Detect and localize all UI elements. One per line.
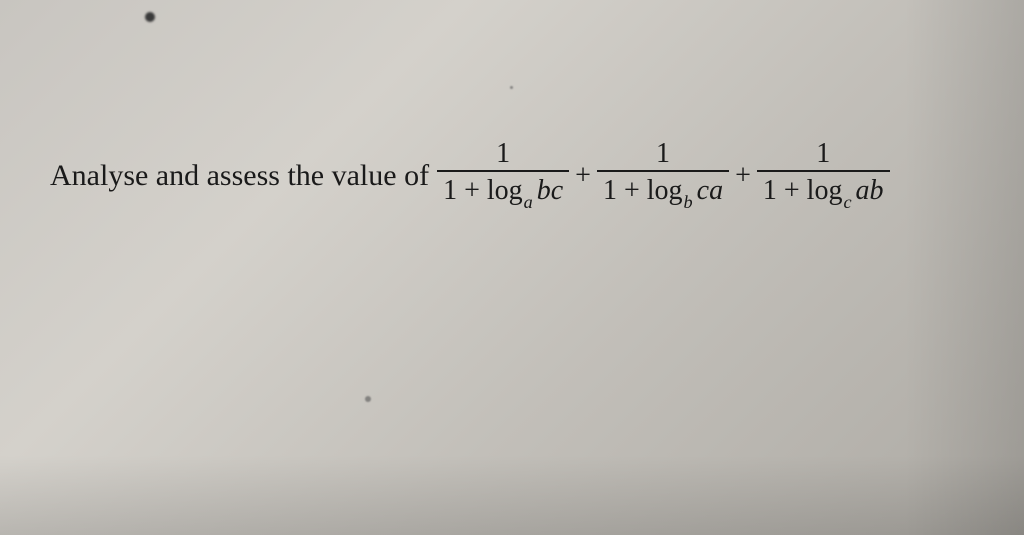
plus-2: + xyxy=(735,160,751,192)
problem-statement: Analyse and assess the value of 1 1 + lo… xyxy=(50,140,892,211)
denominator-3: 1 + logcab xyxy=(757,172,890,211)
paper-speck-2 xyxy=(510,86,513,89)
fraction-1: 1 1 + logabc xyxy=(437,140,569,211)
denominator-2: 1 + logbca xyxy=(597,172,729,211)
log-base-2: b xyxy=(684,192,693,212)
page-shadow-bottom xyxy=(0,455,1024,535)
den-prefix-3: 1 + log xyxy=(763,175,843,206)
ink-dot xyxy=(145,12,155,22)
page-shadow-right xyxy=(904,0,1024,535)
numerator-1: 1 xyxy=(490,140,516,170)
scanned-page: Analyse and assess the value of 1 1 + lo… xyxy=(0,0,1024,535)
lead-text: Analyse and assess the value of xyxy=(50,159,429,193)
expression: 1 1 + logabc + 1 1 + logbca + 1 1 + lo xyxy=(435,140,891,211)
paper-speck-1 xyxy=(365,396,371,402)
den-prefix-1: 1 + log xyxy=(443,175,523,206)
log-base-3: c xyxy=(843,192,851,212)
fraction-2: 1 1 + logbca xyxy=(597,140,729,211)
fraction-3: 1 1 + logcab xyxy=(757,140,890,211)
den-prefix-2: 1 + log xyxy=(603,175,683,206)
log-arg-3: ab xyxy=(856,175,884,206)
log-base-1: a xyxy=(524,192,533,212)
log-arg-1: bc xyxy=(537,175,563,206)
numerator-3: 1 xyxy=(810,140,836,170)
log-arg-2: ca xyxy=(697,175,723,206)
denominator-1: 1 + logabc xyxy=(437,172,569,211)
numerator-2: 1 xyxy=(650,140,676,170)
plus-1: + xyxy=(575,160,591,192)
